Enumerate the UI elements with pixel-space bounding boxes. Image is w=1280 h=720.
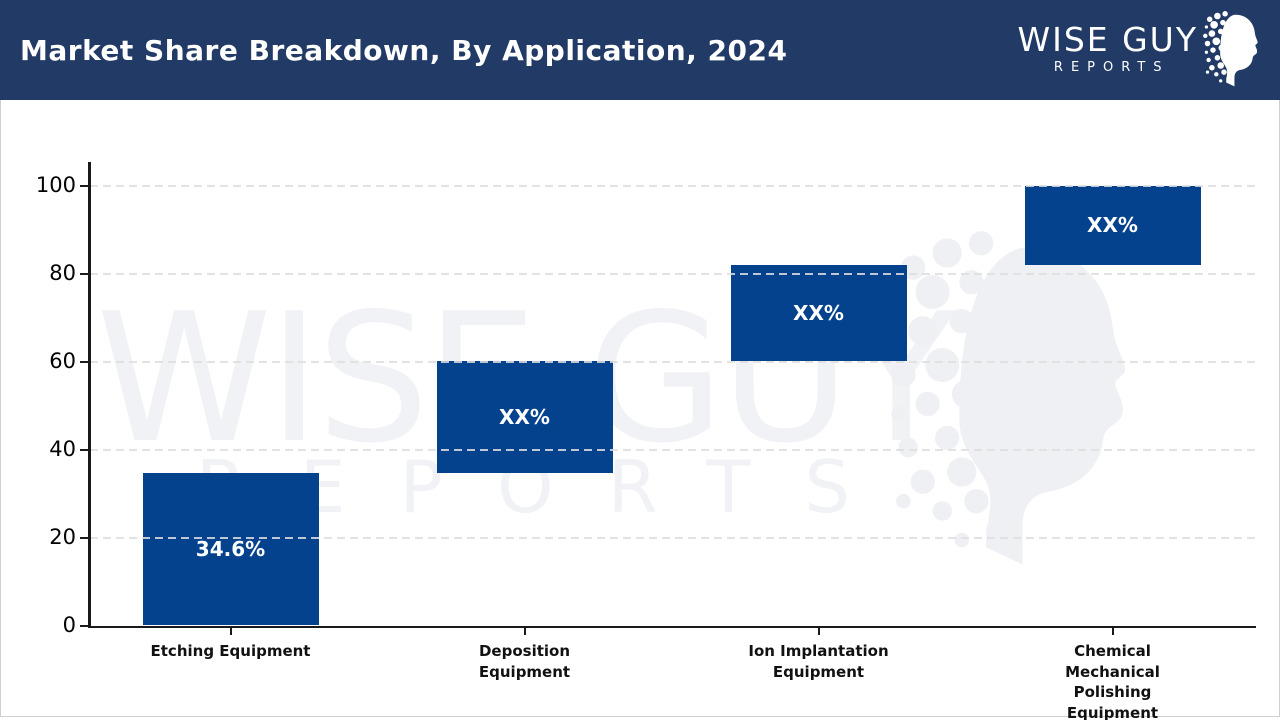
- x-tick-label-4: Chemical Mechanical Polishing Equipment: [1065, 642, 1160, 720]
- chart-title: Market Share Breakdown, By Application, …: [20, 33, 788, 67]
- y-tick-label: 0: [62, 612, 76, 637]
- x-tick-label-3: Ion Implantation Equipment: [748, 642, 889, 681]
- y-tick-mark: [80, 272, 88, 275]
- gridline-40: [90, 448, 1256, 451]
- x-tick-label-2: Deposition Equipment: [478, 642, 571, 681]
- bar-value-label: XX%: [793, 300, 844, 325]
- y-tick-label: 20: [49, 524, 76, 549]
- x-tick-mark: [229, 628, 232, 635]
- bar-ion-implantation-equipment: [730, 264, 907, 362]
- y-axis-spine: [88, 162, 91, 628]
- gridline-20: [90, 536, 1256, 539]
- bar-value-label: XX%: [1087, 213, 1138, 238]
- wiseguy-logo: WISE GUY REPORTS: [1017, 10, 1268, 88]
- logo-text: WISE GUY REPORTS: [1017, 19, 1198, 76]
- bar-etching-equipment: [142, 473, 319, 626]
- x-tick-mark: [1111, 628, 1114, 635]
- gridline-80: [90, 272, 1256, 275]
- logo-wordmark: WISE GUY: [1017, 19, 1198, 59]
- y-tick-label: 80: [49, 260, 76, 285]
- y-tick-mark: [80, 624, 88, 627]
- bar-chemical-mechanical-polishing-equipment: [1024, 185, 1201, 265]
- gridline-60: [90, 360, 1256, 363]
- y-tick-mark: [80, 184, 88, 187]
- y-tick-label: 40: [49, 436, 76, 461]
- y-tick-mark: [80, 536, 88, 539]
- y-tick-mark: [80, 448, 88, 451]
- chart-canvas: WISE GUY REPORTS 0 20 40 60 80 100 34.6% XX% XX%…: [0, 100, 1280, 720]
- page-header: Market Share Breakdown, By Application, …: [0, 0, 1280, 100]
- y-tick-label: 100: [35, 172, 76, 197]
- bar-value-label: XX%: [499, 405, 550, 430]
- logo-subtitle: REPORTS: [1053, 60, 1170, 76]
- x-axis-spine: [88, 625, 1256, 628]
- x-tick-mark: [523, 628, 526, 635]
- x-tick-mark: [817, 628, 820, 635]
- bar-deposition-equipment: [436, 361, 613, 474]
- y-tick-label: 60: [49, 348, 76, 373]
- y-tick-mark: [80, 360, 88, 363]
- gridline-100: [90, 184, 1256, 187]
- bar-value-label: 34.6%: [195, 537, 266, 562]
- waterfall-chart: 0 20 40 60 80 100 34.6% XX% XX% XX% Etching Equipm…: [1, 100, 1279, 720]
- logo-face-icon: [1202, 10, 1268, 88]
- x-tick-label-1: Etching Equipment: [150, 642, 311, 660]
